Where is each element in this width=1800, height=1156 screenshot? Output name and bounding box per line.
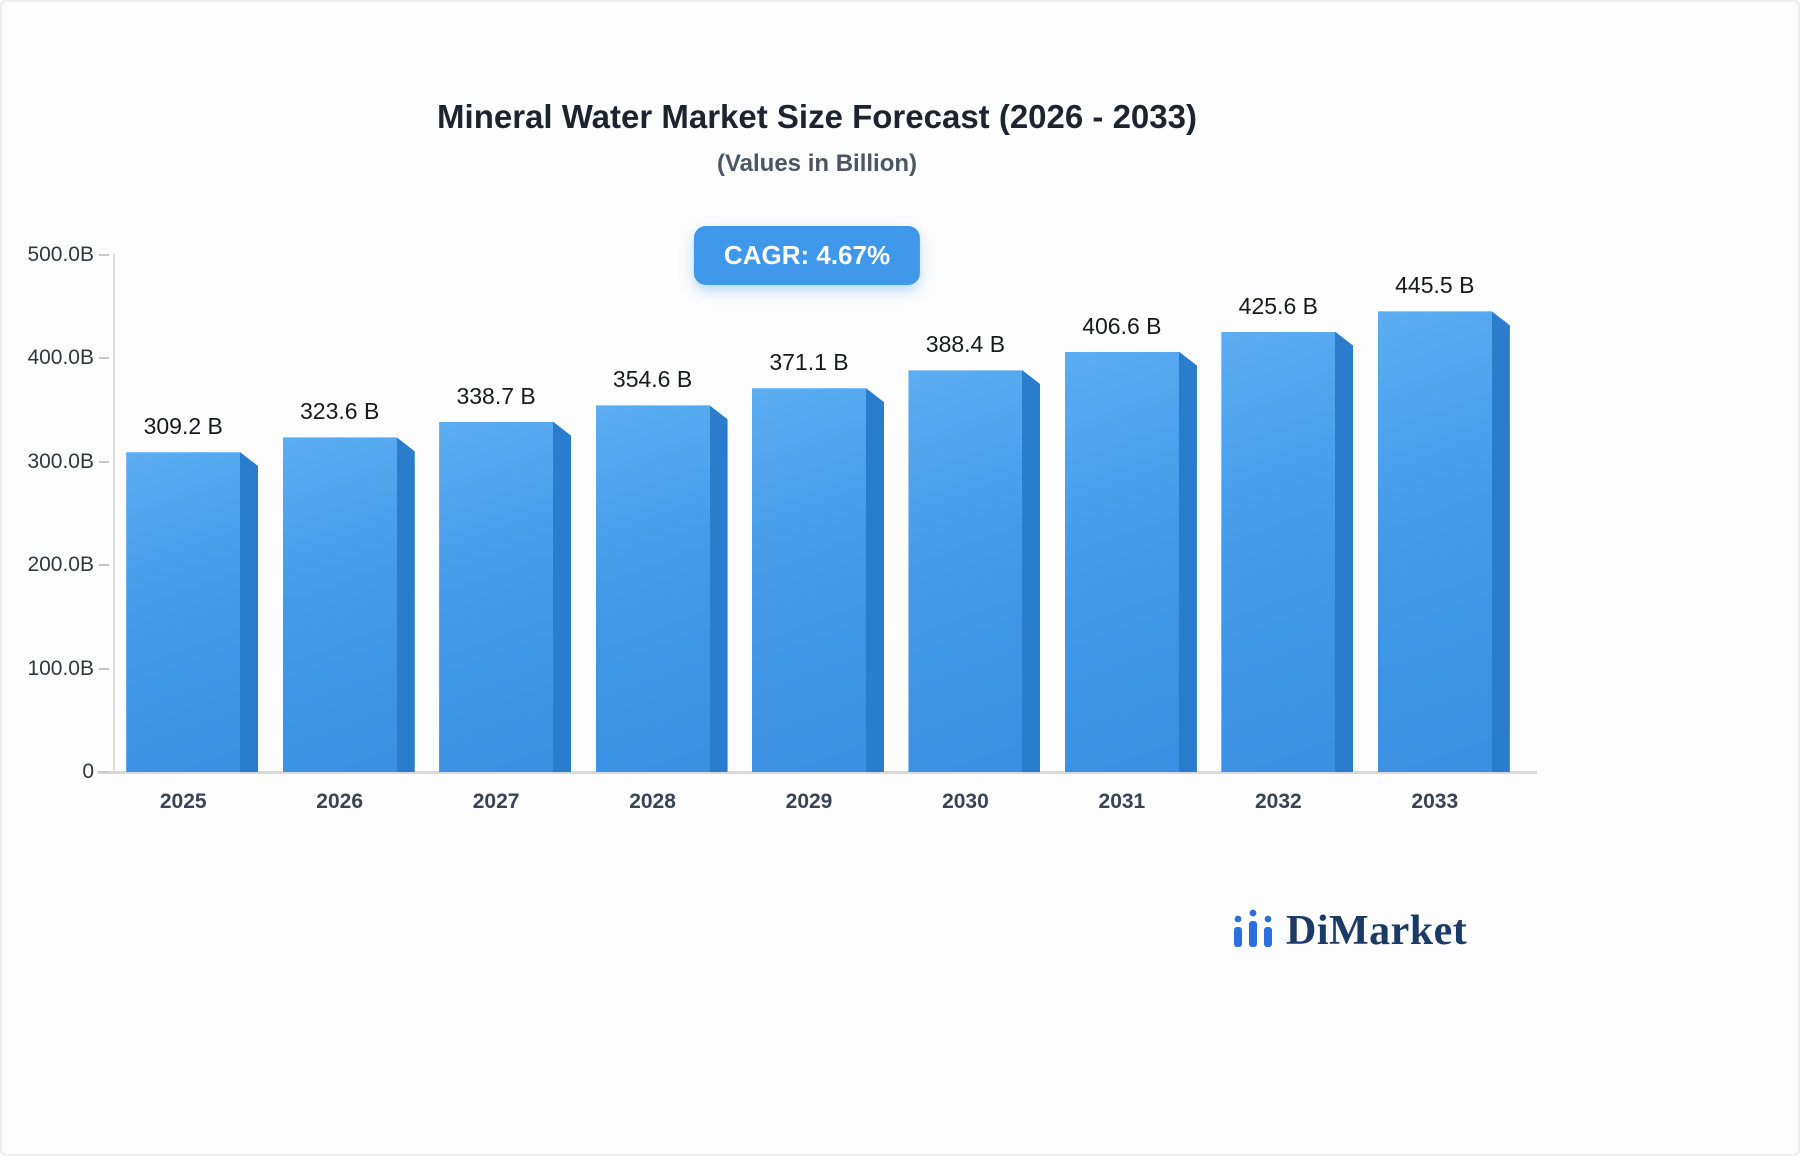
bar-2032: [1221, 332, 1353, 772]
y-tick-mark: [99, 771, 109, 773]
x-axis-label-2029: 2029: [785, 790, 833, 813]
y-tick-label-200.0B: 200.0B: [27, 553, 94, 577]
y-tick-mark: [99, 254, 109, 256]
bar-value-label-2028: 354.6 B: [612, 366, 693, 393]
bar-side-2028: [710, 405, 728, 772]
y-tick-mark: [99, 460, 109, 463]
y-tick-label-400.0B: 400.0B: [27, 346, 94, 370]
bar-side-2031: [1179, 352, 1197, 772]
bar-side-2025: [240, 452, 258, 772]
y-tick-mark: [99, 357, 109, 360]
bar-side-2026: [397, 437, 415, 772]
bar-side-2027: [553, 422, 571, 772]
y-axis-line: [113, 254, 115, 773]
bar-value-label-2033: 445.5 B: [1395, 272, 1475, 299]
x-axis-label-2030: 2030: [942, 790, 989, 813]
brand-logo: DiMarket: [1230, 905, 1467, 956]
x-axis-label-2031: 2031: [1098, 790, 1146, 813]
bar-value-label-2030: 388.4 B: [925, 331, 1006, 358]
bar-2028: [596, 405, 728, 772]
y-tick-label-100.0B: 100.0B: [27, 656, 94, 680]
y-tick-label-0: 0: [82, 760, 94, 783]
chart-subtitle: (Values in Billion): [716, 150, 918, 177]
y-tick-mark: [99, 667, 109, 670]
bar-value-label-2026: 323.6 B: [300, 398, 380, 425]
bar-value-label-2025: 309.2 B: [143, 413, 223, 440]
brand-logo-text: DiMarket: [1286, 907, 1468, 954]
bar-2031: [1065, 352, 1197, 772]
chart-title: Mineral Water Market Size Forecast (2026…: [437, 98, 1197, 135]
x-axis-label-2033: 2033: [1411, 790, 1459, 813]
x-axis-label-2025: 2025: [159, 790, 207, 813]
bar-2030: [908, 370, 1040, 772]
x-axis-line: [97, 771, 1537, 774]
bar-2033: [1378, 311, 1510, 772]
bar-side-2032: [1335, 332, 1353, 772]
bar-value-label-2032: 425.6 B: [1238, 292, 1318, 319]
bar-value-label-2031: 406.6 B: [1082, 312, 1162, 339]
y-tick-label-500.0B: 500.0B: [27, 243, 94, 266]
y-tick-mark: [99, 564, 109, 567]
bar-value-label-2029: 371.1 B: [769, 349, 849, 376]
bar-side-2033: [1492, 311, 1510, 772]
bar-2029: [752, 388, 884, 772]
x-axis-label-2027: 2027: [472, 790, 520, 813]
bar-2027: [439, 422, 571, 772]
bar-2025: [126, 452, 258, 772]
x-axis-label-2026: 2026: [316, 790, 364, 813]
bar-side-2030: [1022, 370, 1040, 772]
x-axis-label-2032: 2032: [1254, 790, 1302, 813]
bar-value-label-2027: 338.7 B: [456, 382, 536, 409]
x-axis-label-2028: 2028: [629, 790, 676, 813]
bar-side-2029: [866, 388, 884, 772]
y-tick-label-300.0B: 300.0B: [27, 449, 94, 473]
cagr-badge: CAGR: 4.67%: [693, 226, 921, 285]
bar-2026: [283, 437, 415, 772]
bar-chart-logo-icon: [1230, 905, 1276, 956]
